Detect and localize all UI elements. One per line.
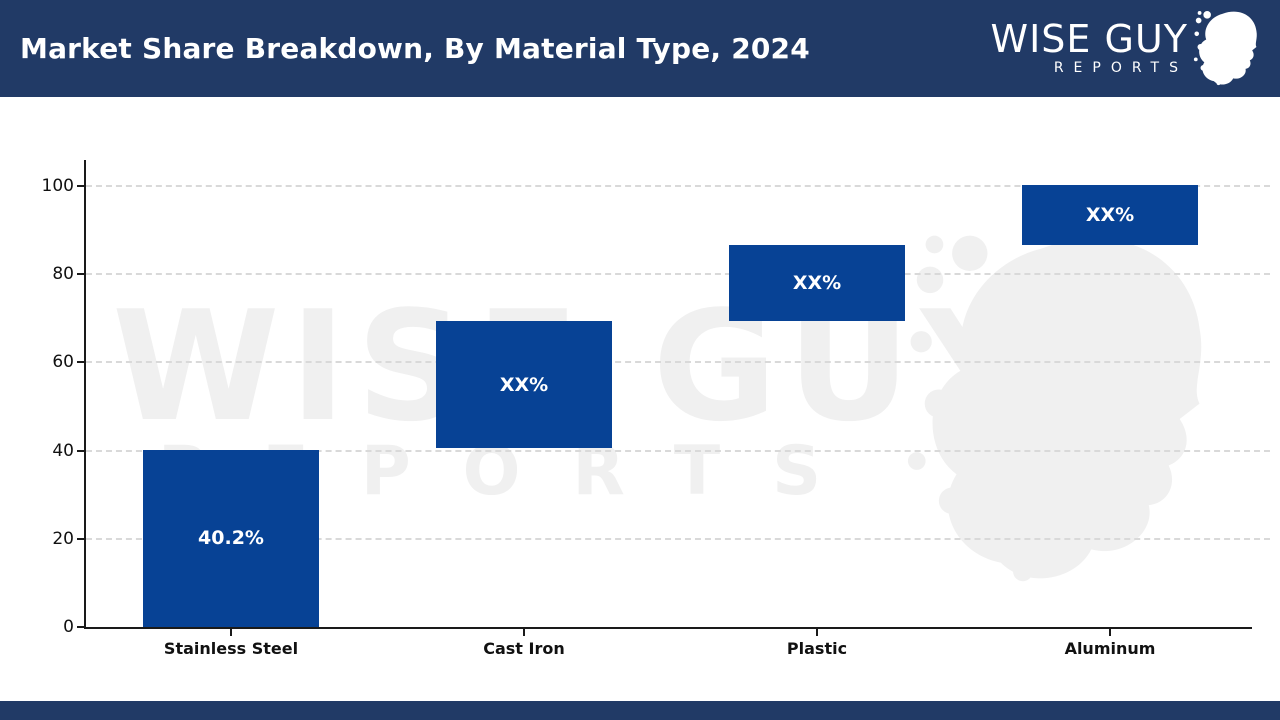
category-label: Aluminum [1064, 639, 1156, 658]
category-label: Cast Iron [483, 639, 565, 658]
bar-value-label: 40.2% [198, 527, 264, 550]
y-tick-label: 0 [63, 617, 74, 637]
header-bar: Market Share Breakdown, By Material Type… [0, 0, 1280, 97]
y-tick-mark [77, 537, 85, 540]
y-axis-spine [84, 160, 86, 628]
bar-value-label: XX% [499, 373, 549, 396]
page-title: Market Share Breakdown, By Material Type… [20, 32, 810, 65]
y-tick-mark [77, 361, 85, 364]
gridline-100 [86, 185, 1270, 187]
bar-plastic: XX% [729, 245, 905, 321]
brand-name: WISE GUY [990, 16, 1188, 61]
y-tick-mark [77, 273, 85, 276]
category-label: Plastic [786, 639, 848, 658]
bar-value-label: XX% [1085, 203, 1135, 226]
y-tick-label: 80 [52, 264, 74, 285]
bar-value-label: XX% [792, 272, 842, 295]
y-tick-mark [77, 185, 85, 187]
x-tick-mark [1109, 629, 1111, 636]
bar-aluminum: XX% [1022, 184, 1198, 246]
y-tick-mark [77, 626, 85, 628]
gridline-40 [86, 449, 1270, 452]
x-tick-mark [816, 629, 818, 636]
category-label: Stainless Steel [163, 639, 299, 658]
x-tick-mark [230, 629, 232, 636]
gridline-80 [86, 273, 1270, 276]
bar-cast-iron: XX% [436, 321, 612, 448]
gridline-20 [86, 537, 1270, 540]
y-tick-label: 60 [52, 352, 74, 373]
y-tick-mark [77, 449, 85, 452]
brand-subtitle: REPORTS [1053, 60, 1188, 77]
x-axis-spine [84, 627, 1252, 629]
bar-stainless-steel: 40.2% [143, 449, 319, 627]
footer-bar [0, 701, 1280, 720]
gridline-60 [86, 361, 1270, 364]
x-tick-mark [523, 629, 525, 636]
y-tick-label: 40 [52, 440, 74, 461]
y-tick-label: 100 [41, 176, 74, 196]
y-tick-label: 20 [52, 528, 74, 549]
brand-logo: WISE GUY REPORTS [991, 7, 1264, 89]
